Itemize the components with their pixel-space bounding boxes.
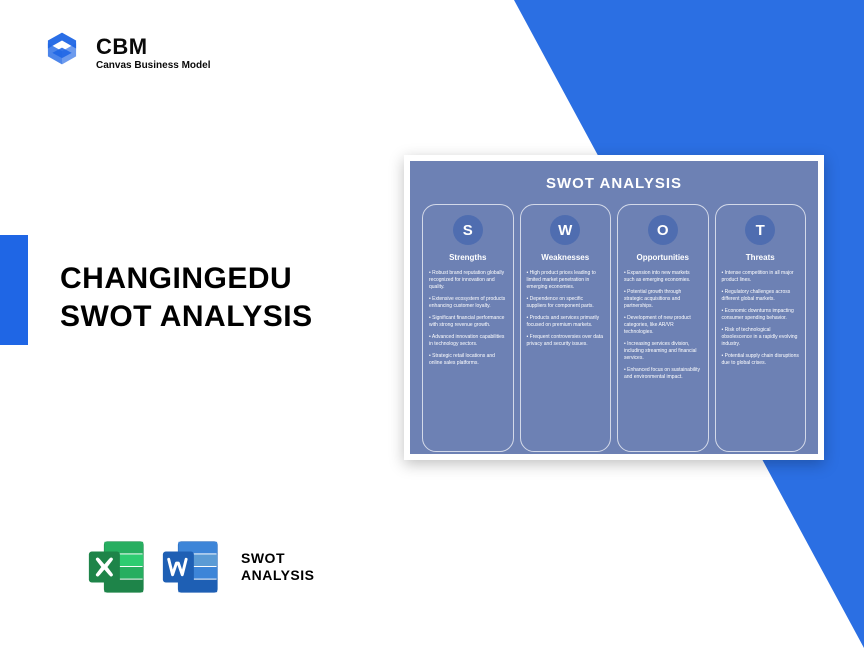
swot-item-list: • Intense competition in all major produ… bbox=[722, 270, 800, 372]
swot-item: • Potential supply chain disruptions due… bbox=[722, 353, 800, 367]
swot-item: • Strategic retail locations and online … bbox=[429, 353, 507, 367]
swot-item: • Products and services primarily focuse… bbox=[527, 315, 605, 329]
title-line-2: SWOT ANALYSIS bbox=[60, 298, 313, 336]
logo-block: CBM Canvas Business Model bbox=[40, 30, 210, 74]
swot-item: • Extensive ecosystem of products enhanc… bbox=[429, 296, 507, 310]
swot-item: • Robust brand reputation globally recog… bbox=[429, 270, 507, 291]
swot-letter-circle: T bbox=[745, 215, 775, 245]
swot-item: • Enhanced focus on sustainability and e… bbox=[624, 367, 702, 381]
swot-column-heading: Strengths bbox=[449, 253, 486, 262]
swot-column: W Weaknesses • High product prices leading… bbox=[520, 204, 612, 452]
cbm-logo-icon bbox=[40, 30, 84, 74]
word-icon bbox=[159, 536, 221, 598]
swot-item: • Frequent controversies over data priva… bbox=[527, 334, 605, 348]
swot-item: • Intense competition in all major produ… bbox=[722, 270, 800, 284]
swot-column-heading: Threats bbox=[746, 253, 775, 262]
logo-brand: CBM bbox=[96, 34, 210, 60]
swot-letter-circle: S bbox=[453, 215, 483, 245]
swot-column: O Opportunities • Expansion into new marke… bbox=[617, 204, 709, 452]
swot-letter-circle: W bbox=[550, 215, 580, 245]
swot-card-title: SWOT ANALYSIS bbox=[422, 175, 806, 192]
footer-label-line-2: ANALYSIS bbox=[241, 567, 315, 584]
excel-icon bbox=[85, 536, 147, 598]
title-line-1: CHANGINGEDU bbox=[60, 260, 313, 298]
main-title: CHANGINGEDU SWOT ANALYSIS bbox=[60, 260, 313, 335]
swot-column: S Strengths • Robust brand reputation glob… bbox=[422, 204, 514, 452]
swot-card: SWOT ANALYSIS S Strengths • Robust brand r… bbox=[404, 155, 824, 460]
swot-item: • Regulatory challenges across different… bbox=[722, 289, 800, 303]
footer-label: SWOT ANALYSIS bbox=[241, 550, 315, 584]
swot-column: T Threats • Intense competition in all maj… bbox=[715, 204, 807, 452]
swot-item: • High product prices leading to limited… bbox=[527, 270, 605, 291]
swot-columns: S Strengths • Robust brand reputation glob… bbox=[422, 204, 806, 452]
footer-icons: SWOT ANALYSIS bbox=[85, 536, 315, 598]
swot-item: • Advanced innovation capabilities in te… bbox=[429, 334, 507, 348]
swot-letter-circle: O bbox=[648, 215, 678, 245]
swot-item: • Expansion into new markets such as eme… bbox=[624, 270, 702, 284]
swot-item: • Significant financial performance with… bbox=[429, 315, 507, 329]
swot-item: • Dependence on specific suppliers for c… bbox=[527, 296, 605, 310]
swot-item-list: • High product prices leading to limited… bbox=[527, 270, 605, 353]
logo-tagline: Canvas Business Model bbox=[96, 60, 210, 71]
swot-item: • Economic downturns impacting consumer … bbox=[722, 308, 800, 322]
swot-item: • Increasing services division, includin… bbox=[624, 341, 702, 362]
logo-text: CBM Canvas Business Model bbox=[96, 34, 210, 71]
swot-item: • Development of new product categories,… bbox=[624, 315, 702, 336]
swot-item: • Potential growth through strategic acq… bbox=[624, 289, 702, 310]
left-accent-bar bbox=[0, 235, 28, 345]
footer-label-line-1: SWOT bbox=[241, 550, 315, 567]
swot-column-heading: Opportunities bbox=[637, 253, 689, 262]
swot-item-list: • Robust brand reputation globally recog… bbox=[429, 270, 507, 372]
swot-item: • Risk of technological obsolescence in … bbox=[722, 327, 800, 348]
swot-column-heading: Weaknesses bbox=[541, 253, 589, 262]
swot-item-list: • Expansion into new markets such as eme… bbox=[624, 270, 702, 386]
